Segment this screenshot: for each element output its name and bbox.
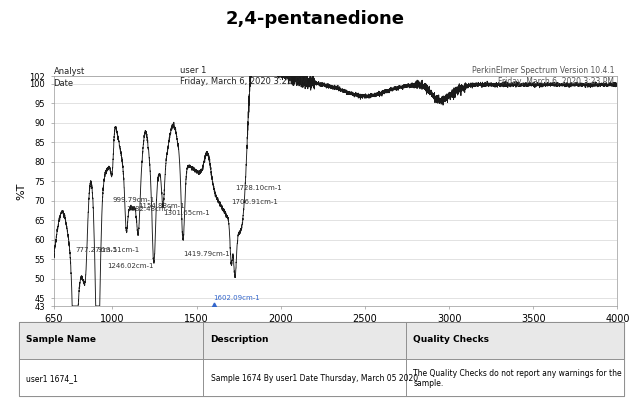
Text: The Quality Checks do not report any warnings for the sample.: The Quality Checks do not report any war…: [413, 368, 622, 388]
Text: 1154.88cm-1: 1154.88cm-1: [139, 202, 185, 208]
Text: Analyst
Date: Analyst Date: [54, 67, 85, 88]
Text: 1706.91cm-1: 1706.91cm-1: [231, 199, 278, 205]
Text: Sample Name: Sample Name: [26, 335, 96, 344]
Text: PerkinElmer Spectrum Version 10.4.1
Friday, March 6, 2020 3:23 PM: PerkinElmer Spectrum Version 10.4.1 Frid…: [472, 66, 614, 86]
Text: 2,4-pentanedione: 2,4-pentanedione: [226, 10, 404, 28]
Text: 1301.65cm-1: 1301.65cm-1: [163, 210, 210, 216]
Text: 913.51cm-1: 913.51cm-1: [98, 247, 140, 253]
Text: 1419.79cm-1: 1419.79cm-1: [183, 251, 230, 257]
Bar: [203, 359, 406, 396]
Text: Sample 1674 By user1 Date Thursday, March 05 2020: Sample 1674 By user1 Date Thursday, Marc…: [210, 374, 418, 383]
Y-axis label: %T: %T: [16, 182, 26, 200]
Bar: [406, 322, 624, 359]
Text: Quality Checks: Quality Checks: [413, 335, 490, 344]
Text: Description: Description: [210, 335, 269, 344]
Text: user1 1674_1: user1 1674_1: [26, 374, 78, 383]
Text: 1602.09cm-1: 1602.09cm-1: [213, 295, 260, 301]
Text: 999.79cm-1: 999.79cm-1: [112, 197, 155, 203]
Bar: [19, 359, 203, 396]
X-axis label: cm-1: cm-1: [321, 326, 350, 336]
Bar: [19, 322, 203, 359]
Text: user 1
Friday, March 6, 2020 3:23 PM: user 1 Friday, March 6, 2020 3:23 PM: [180, 66, 307, 86]
Text: 1728.10cm-1: 1728.10cm-1: [235, 185, 282, 191]
Text: 1082.48cm-1: 1082.48cm-1: [126, 206, 173, 212]
FancyBboxPatch shape: [19, 322, 624, 396]
Bar: [203, 322, 406, 359]
Bar: [406, 359, 624, 396]
Text: 777.27cm-1: 777.27cm-1: [75, 247, 117, 253]
Text: 1246.02cm-1: 1246.02cm-1: [107, 263, 154, 269]
